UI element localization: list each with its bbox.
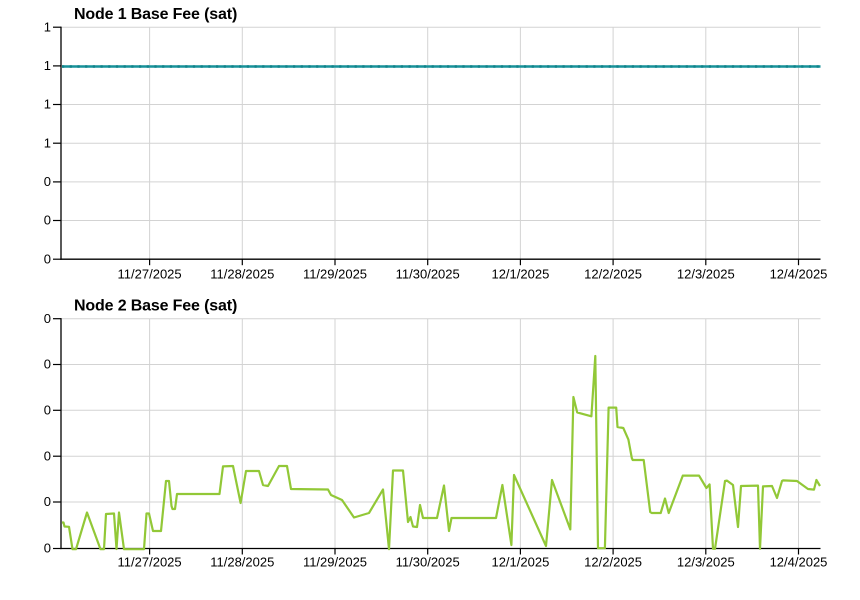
svg-text:11/30/2025: 11/30/2025 <box>396 554 460 569</box>
svg-text:12/2/2025: 12/2/2025 <box>584 267 642 282</box>
svg-text:1: 1 <box>44 58 51 73</box>
svg-text:12/2/2025: 12/2/2025 <box>584 554 642 569</box>
svg-text:Node 1 Base Fee (sat): Node 1 Base Fee (sat) <box>74 6 237 23</box>
svg-text:11/29/2025: 11/29/2025 <box>303 554 367 569</box>
svg-text:1: 1 <box>44 97 51 112</box>
svg-text:11/27/2025: 11/27/2025 <box>118 554 182 569</box>
svg-text:1: 1 <box>44 135 51 150</box>
svg-text:0: 0 <box>44 494 51 509</box>
svg-text:12/4/2025: 12/4/2025 <box>770 554 828 569</box>
svg-text:11/27/2025: 11/27/2025 <box>118 267 182 282</box>
svg-text:0: 0 <box>44 541 51 556</box>
svg-text:12/1/2025: 12/1/2025 <box>491 267 549 282</box>
svg-text:Node 2 Base Fee (sat): Node 2 Base Fee (sat) <box>74 298 237 315</box>
svg-text:12/1/2025: 12/1/2025 <box>491 554 549 569</box>
svg-text:0: 0 <box>44 174 51 189</box>
svg-text:0: 0 <box>44 311 51 326</box>
svg-text:11/28/2025: 11/28/2025 <box>210 554 274 569</box>
svg-text:0: 0 <box>44 213 51 228</box>
svg-text:12/3/2025: 12/3/2025 <box>677 267 735 282</box>
svg-text:11/28/2025: 11/28/2025 <box>210 267 274 282</box>
svg-text:0: 0 <box>44 448 51 463</box>
svg-text:11/29/2025: 11/29/2025 <box>303 267 367 282</box>
svg-text:1: 1 <box>44 19 51 34</box>
svg-text:11/30/2025: 11/30/2025 <box>396 267 460 282</box>
svg-text:12/4/2025: 12/4/2025 <box>770 267 828 282</box>
svg-text:0: 0 <box>44 357 51 372</box>
svg-text:0: 0 <box>44 403 51 418</box>
svg-text:0: 0 <box>44 251 51 266</box>
svg-text:12/3/2025: 12/3/2025 <box>677 554 735 569</box>
